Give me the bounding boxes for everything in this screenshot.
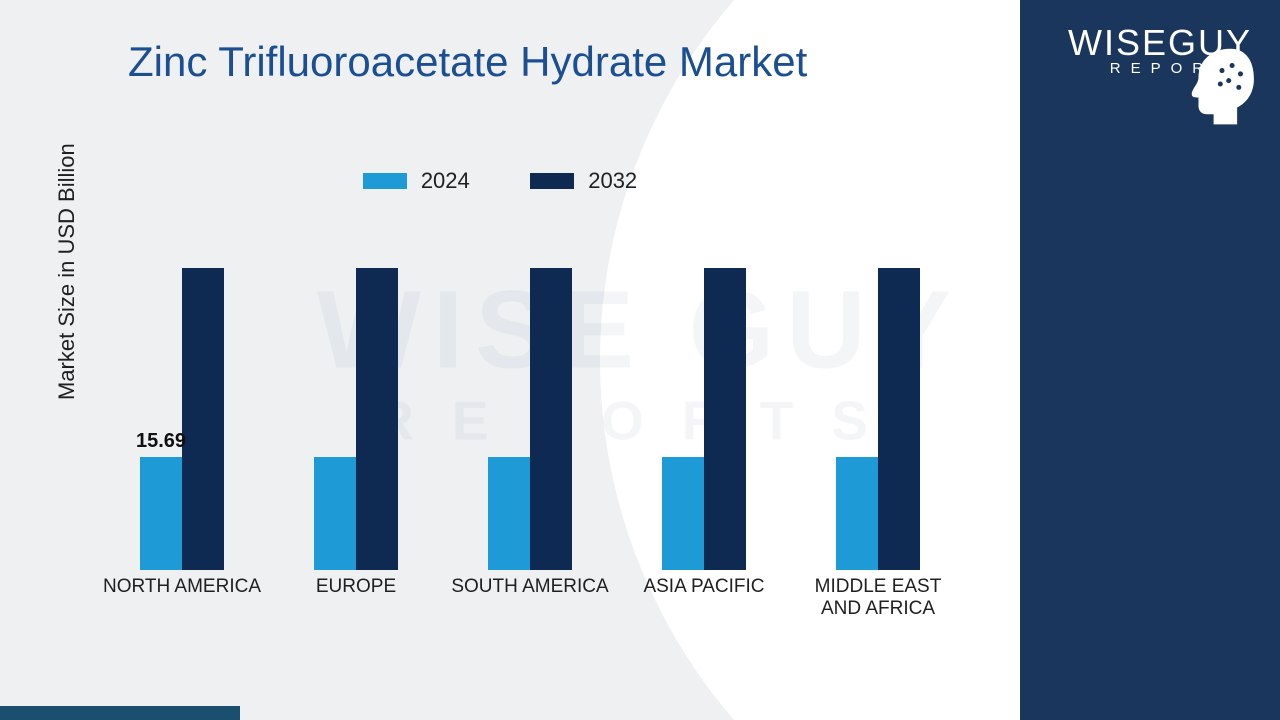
bar-2032: [182, 268, 224, 570]
legend-label-2032: 2032: [588, 168, 637, 194]
bar-2024: [140, 457, 182, 570]
x-tick-label: ASIA PACIFIC: [624, 570, 784, 598]
bar-2024: [314, 457, 356, 570]
legend-swatch-2024: [363, 173, 407, 189]
brand-logo: WISEGUY REPORTS: [1068, 22, 1252, 77]
brand-line1a: WISE: [1068, 22, 1168, 63]
bar-2024: [488, 457, 530, 570]
legend-label-2024: 2024: [421, 168, 470, 194]
legend-swatch-2032: [530, 173, 574, 189]
x-tick-label: SOUTH AMERICA: [450, 570, 610, 598]
x-tick-label: EUROPE: [276, 570, 436, 598]
bar-2032: [530, 268, 572, 570]
bar-2032: [704, 268, 746, 570]
legend-item-2032: 2032: [530, 168, 637, 194]
plot-area: 15.69NORTH AMERICAEUROPESOUTH AMERICAASI…: [110, 210, 970, 570]
x-tick-label: NORTH AMERICA: [102, 570, 262, 598]
chart-canvas: WISE GUY REPORTS WISEGUY REPORTS Zinc Tr…: [0, 0, 1280, 720]
bar-2032: [878, 268, 920, 570]
bar-2024: [836, 457, 878, 570]
bar-2024: [662, 457, 704, 570]
x-tick-label: MIDDLE EAST AND AFRICA: [798, 570, 958, 620]
legend: 2024 2032: [0, 168, 1000, 194]
bar-value-label: 15.69: [136, 430, 186, 453]
chart-title: Zinc Trifluoroacetate Hydrate Market: [128, 38, 807, 85]
legend-item-2024: 2024: [363, 168, 470, 194]
brain-head-icon: [1180, 42, 1264, 126]
bar-2032: [356, 268, 398, 570]
footer-accent-bar: [0, 706, 240, 720]
